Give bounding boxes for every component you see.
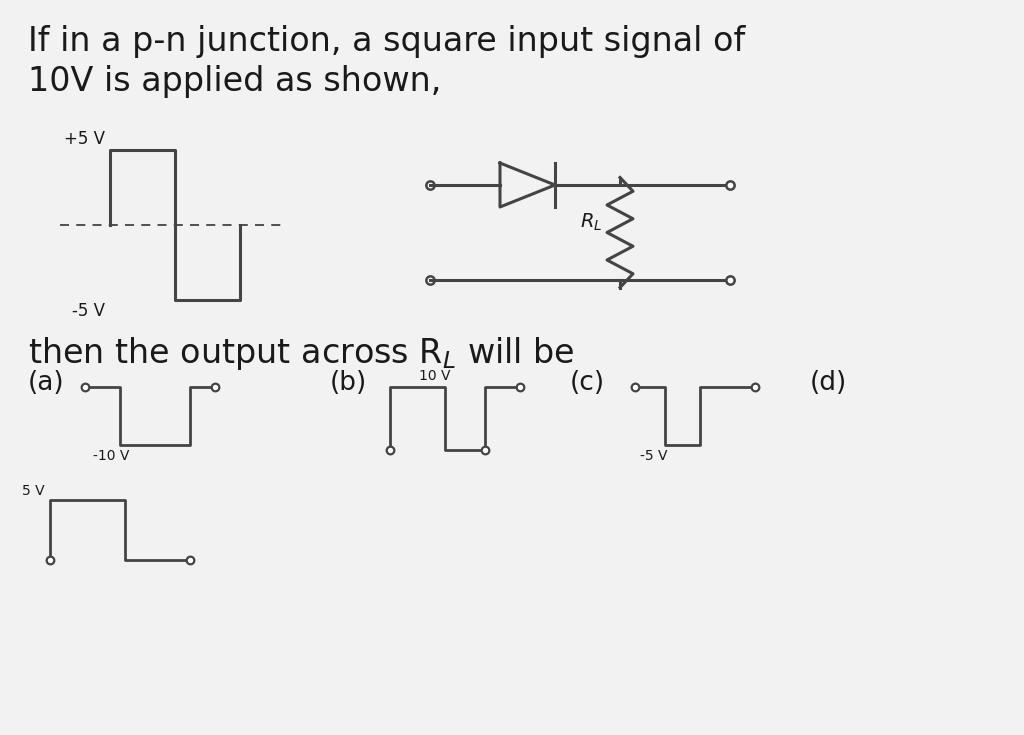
Text: 10V is applied as shown,: 10V is applied as shown, — [28, 65, 441, 98]
Text: (c): (c) — [570, 370, 605, 396]
Text: then the output across R$_L$ will be: then the output across R$_L$ will be — [28, 335, 574, 372]
Text: -5 V: -5 V — [72, 302, 105, 320]
Text: 5 V: 5 V — [23, 484, 45, 498]
Text: If in a p-n junction, a square input signal of: If in a p-n junction, a square input sig… — [28, 25, 745, 58]
Text: -5 V: -5 V — [640, 449, 668, 463]
Text: (a): (a) — [28, 370, 65, 396]
Text: 10 V: 10 V — [419, 369, 451, 383]
Text: +5 V: +5 V — [63, 130, 105, 148]
Text: -10 V: -10 V — [93, 449, 129, 463]
Text: $R_L$: $R_L$ — [580, 212, 602, 233]
Text: (b): (b) — [330, 370, 368, 396]
Text: (d): (d) — [810, 370, 847, 396]
